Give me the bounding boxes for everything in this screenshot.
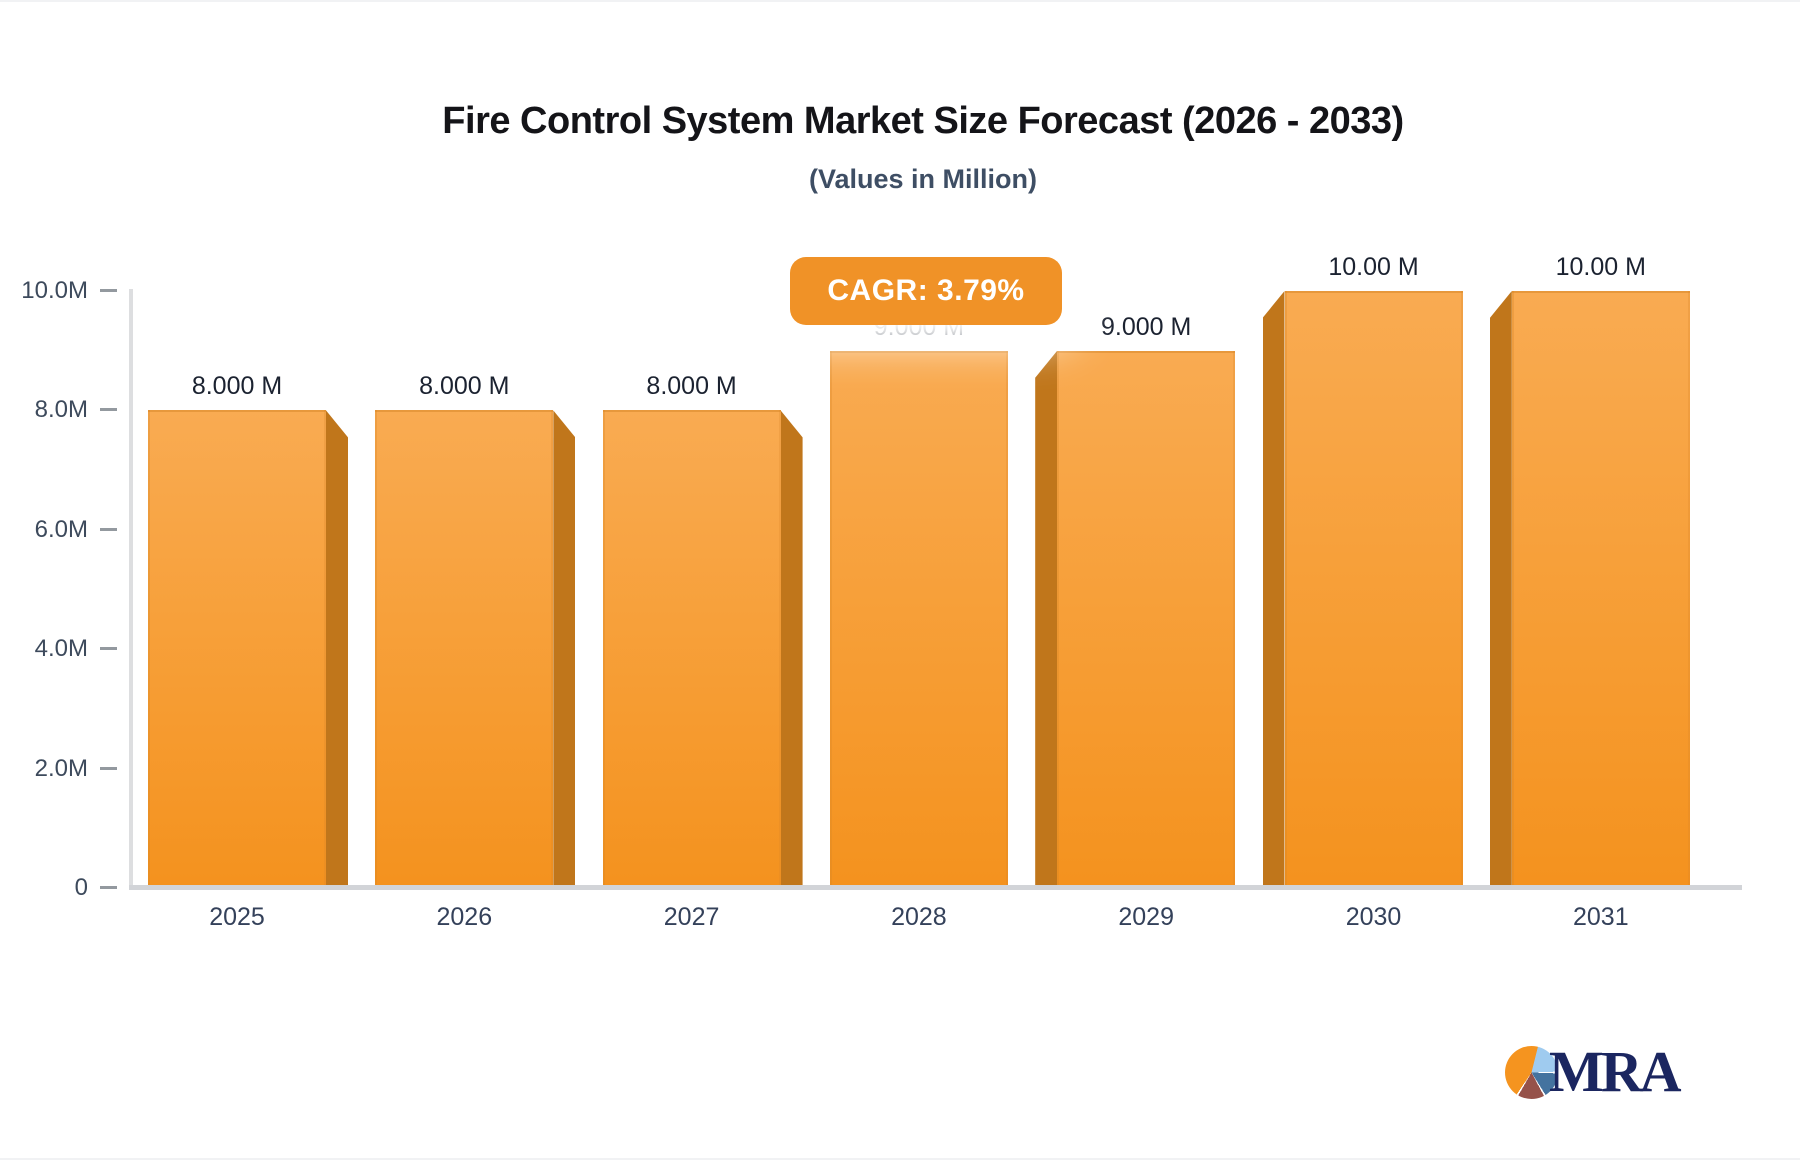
x-tick-label-2026: 2026 bbox=[436, 903, 493, 931]
y-tick-label: 8.0M bbox=[34, 396, 88, 424]
bar-side-face-2025 bbox=[326, 410, 348, 888]
bar-2030 bbox=[1284, 291, 1463, 888]
y-tick-dash-icon bbox=[100, 886, 117, 889]
bar-2028 bbox=[829, 350, 1008, 888]
y-tick-label: 6.0M bbox=[34, 515, 88, 543]
y-tick-label: 4.0M bbox=[34, 635, 88, 663]
x-tick-label-2025: 2025 bbox=[209, 903, 265, 931]
y-tick-dash-icon bbox=[100, 766, 117, 770]
bar-value-label-2026: 8.000 M bbox=[419, 372, 510, 401]
bar-side-face-2029 bbox=[1035, 350, 1058, 888]
bar-value-label-2030: 10.00 M bbox=[1328, 253, 1419, 281]
y-tick-label: 0 bbox=[74, 874, 88, 901]
chart-title: Fire Control System Market Size Forecast… bbox=[442, 100, 1404, 142]
bar-side-face-2026 bbox=[553, 410, 576, 888]
x-tick-label-2031: 2031 bbox=[1572, 903, 1629, 931]
bar-side-face-2030 bbox=[1262, 291, 1285, 888]
y-tick-label: 10.0M bbox=[21, 277, 88, 304]
bar-side-face-2027 bbox=[780, 410, 803, 888]
y-axis-line bbox=[129, 289, 133, 888]
bar-value-label-2027: 8.000 M bbox=[646, 372, 737, 401]
x-tick-label-2029: 2029 bbox=[1118, 903, 1174, 931]
bar-2029 bbox=[1057, 350, 1236, 888]
bar-2031 bbox=[1511, 291, 1690, 888]
x-tick-label-2027: 2027 bbox=[663, 903, 720, 931]
cagr-badge: CAGR: 3.79% bbox=[790, 257, 1062, 325]
x-axis-line bbox=[129, 885, 1742, 890]
cagr-badge-label: CAGR: 3.79% bbox=[827, 274, 1025, 307]
y-tick-dash-icon bbox=[100, 647, 117, 651]
chart-subtitle: (Values in Million) bbox=[808, 164, 1038, 194]
y-tick-label: 2.0M bbox=[34, 754, 88, 782]
bar-2026 bbox=[375, 410, 554, 888]
brand-logo: MRA bbox=[1505, 1038, 1735, 1108]
bar-value-label-2025: 8.000 M bbox=[191, 372, 283, 401]
y-tick-dash-icon bbox=[100, 408, 117, 412]
y-tick-dash-icon bbox=[100, 289, 117, 292]
bar-value-label-2031: 10.00 M bbox=[1555, 253, 1646, 281]
bar-value-label-2029: 9.000 M bbox=[1101, 312, 1192, 341]
pie-chart-logo-icon bbox=[1505, 1046, 1558, 1099]
x-tick-label-2028: 2028 bbox=[891, 903, 947, 931]
brand-logo-text: MRA bbox=[1549, 1039, 1682, 1104]
y-tick-dash-icon bbox=[100, 527, 117, 531]
bar-2025 bbox=[148, 410, 326, 888]
x-tick-label-2030: 2030 bbox=[1345, 903, 1402, 931]
bar-side-face-2031 bbox=[1489, 291, 1512, 888]
bar-2027 bbox=[602, 410, 781, 888]
